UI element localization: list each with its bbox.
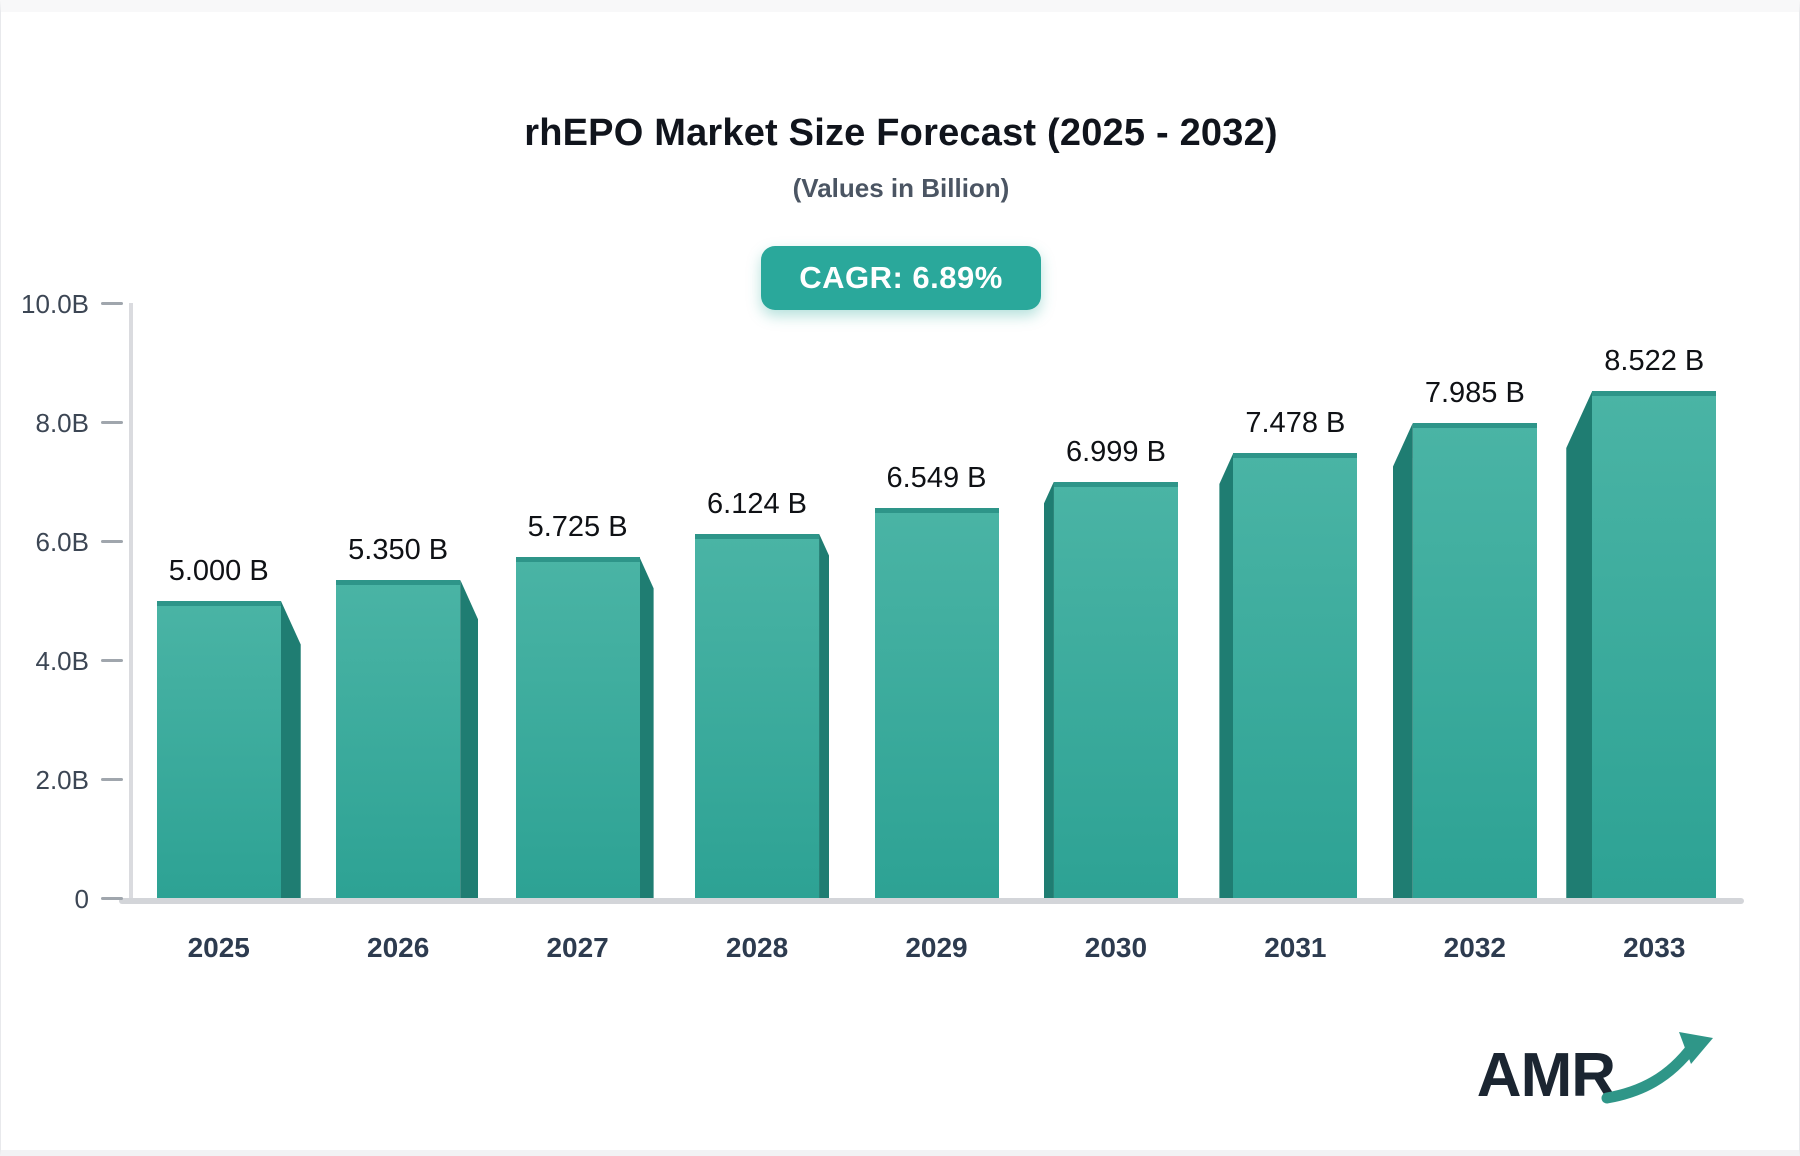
chart-subtitle: (Values in Billion) — [792, 173, 1010, 203]
bar-2028 — [695, 533, 820, 898]
x-tick-label-2032: 2032 — [1443, 932, 1506, 963]
bar-chart-plot: 0 2.0B 4.0B 6.0B 8.0B 10.0B 5.000 B 2025 5.350 B… — [1, 12, 1799, 1150]
bar-value-label: 7.985 B — [1424, 376, 1525, 409]
bar-3d-side — [639, 557, 654, 898]
bar-value-label: 7.478 B — [1245, 407, 1346, 440]
y-tick-label: 4.0B — [35, 646, 90, 676]
amr-logo: AMR — [1476, 1026, 1721, 1110]
y-tick-dash — [101, 540, 123, 543]
y-tick-dash — [101, 421, 123, 424]
bar-3d-side — [1219, 453, 1234, 898]
x-tick-label-2033: 2033 — [1623, 932, 1686, 963]
bar-3d-side — [819, 533, 830, 898]
y-tick-label: 6.0B — [35, 527, 90, 557]
y-tick-label: 8.0B — [35, 408, 90, 438]
bar-2025 — [156, 600, 281, 898]
x-tick-label-2031: 2031 — [1264, 932, 1327, 963]
bar-top-edge — [1592, 390, 1717, 396]
bar-top-edge — [1412, 422, 1537, 428]
bar-3d-side — [460, 579, 479, 898]
bar-2033 — [1592, 390, 1717, 898]
trend-up-arrow-icon — [1601, 1032, 1713, 1104]
cagr-badge: CAGR: 6.89% — [761, 246, 1041, 310]
y-tick-dash — [101, 302, 123, 305]
x-tick-label-2030: 2030 — [1084, 932, 1148, 963]
y-tick-dash — [101, 897, 123, 900]
bar-3d-side — [280, 600, 301, 898]
y-tick-dash — [101, 778, 123, 781]
bar-value-label: 6.124 B — [707, 487, 808, 520]
y-tick-label: 0 — [74, 884, 89, 914]
x-tick-label-2027: 2027 — [546, 932, 609, 963]
bar-value-label: 5.350 B — [348, 533, 449, 566]
bar-value-label: 5.000 B — [168, 554, 269, 587]
y-tick-dash — [101, 659, 123, 662]
bar-top-edge — [695, 533, 820, 539]
y-axis-line — [129, 303, 133, 902]
bar-2032 — [1412, 422, 1537, 898]
bar-top-edge — [1053, 481, 1178, 487]
bar-top-edge — [336, 579, 461, 585]
bar-3d-side — [1566, 390, 1593, 898]
x-tick-label-2025: 2025 — [187, 932, 250, 963]
bar-2029 — [874, 508, 999, 898]
chart-title: rhEPO Market Size Forecast (2025 - 2032) — [524, 112, 1278, 154]
amr-logo-text: AMR — [1476, 1041, 1616, 1110]
x-tick-label-2029: 2029 — [905, 932, 968, 963]
bar-3d-side — [1392, 422, 1413, 898]
bar-2031 — [1233, 453, 1358, 898]
bar-value-label: 5.725 B — [527, 511, 628, 544]
bar-2027 — [515, 557, 640, 898]
bar-top-edge — [1233, 453, 1358, 459]
y-tick-label: 2.0B — [35, 765, 90, 795]
bar-value-label: 6.549 B — [886, 462, 987, 495]
y-tick-label: 10.0B — [21, 289, 89, 319]
bar-value-label: 8.522 B — [1604, 344, 1705, 377]
chart-header: rhEPO Market Size Forecast (2025 - 2032)… — [1, 12, 1799, 310]
bar-2030 — [1053, 481, 1178, 898]
bar-value-label: 6.999 B — [1065, 435, 1166, 468]
x-axis-baseline — [119, 898, 1744, 904]
bar-2026 — [336, 579, 461, 898]
bar-top-edge — [515, 557, 640, 563]
bar-top-edge — [156, 600, 281, 606]
bar-top-edge — [874, 508, 999, 514]
x-tick-label-2026: 2026 — [367, 932, 430, 963]
bar-3d-side — [1043, 481, 1054, 898]
x-tick-label-2028: 2028 — [725, 932, 789, 963]
